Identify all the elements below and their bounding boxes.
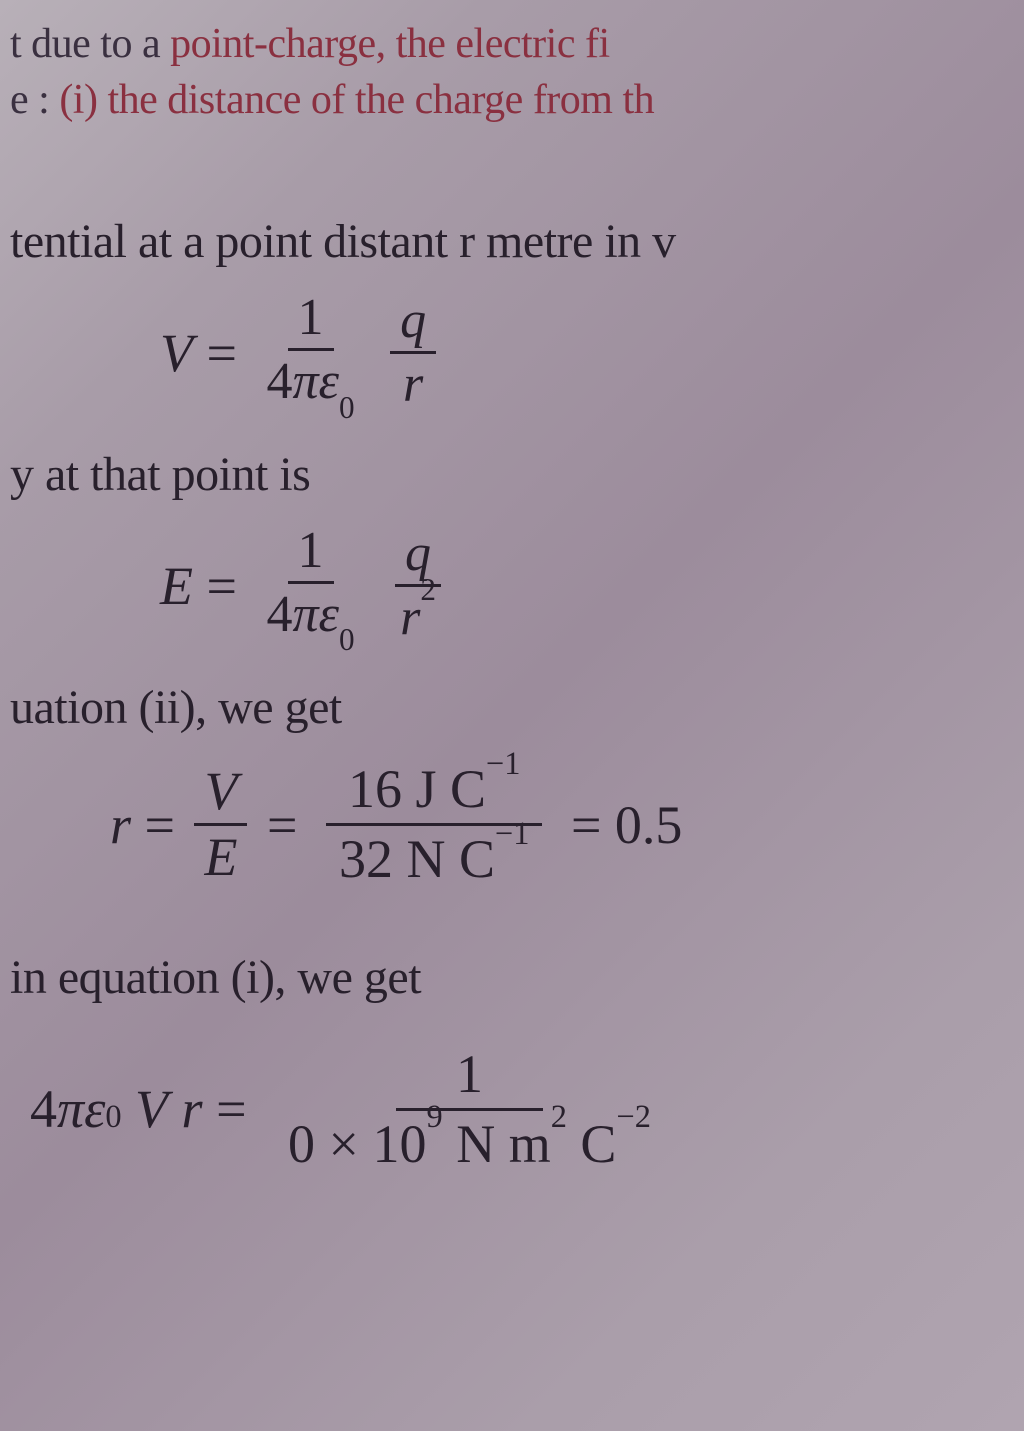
eq3-mid-num: V (194, 762, 247, 826)
spacer-inline (371, 555, 385, 617)
eq4-den-unit3: C (580, 1114, 616, 1174)
eq2-coef: 4 (266, 586, 292, 643)
section4-label: in equation (i), we get (10, 951, 421, 1004)
eq2-frac1-den: 4πε0 (256, 584, 364, 650)
page-content: t due to a point-charge, the electric fi… (0, 0, 1024, 1174)
eq4-den-exp1: 9 (427, 1099, 443, 1135)
header1-red: point-charge, the electric fi (170, 21, 610, 67)
eq4-frac: 1 0 × 109 N m2 C−2 (266, 1045, 673, 1175)
eq1-frac1-den: 4πε0 (256, 351, 364, 417)
eq2-lhs: E (160, 555, 193, 617)
section1-text: tential at a point distant r metre in v (0, 214, 1024, 269)
eq2-sub: 0 (339, 622, 355, 657)
eq1-frac1-num: 1 (288, 289, 334, 351)
header2-red: (i) the distance of the charge from th (59, 77, 654, 123)
spacer (0, 930, 1024, 950)
eq4-eps: ε (84, 1078, 105, 1140)
header1-text: t due to a (10, 21, 170, 67)
eq4-den-partial: 0 × 10 (288, 1114, 426, 1174)
equals-sign: = (557, 794, 614, 856)
equals-sign: = (193, 555, 250, 617)
eq4-pi: π (57, 1078, 84, 1140)
eq3-rhs-den-exp: −1 (495, 816, 529, 852)
eq3-rhs-num-unit2: C (450, 759, 486, 819)
spacer (0, 890, 1024, 930)
eq1-sub: 0 (339, 390, 355, 425)
eq1-eps: ε (319, 353, 340, 410)
equation-E: E = 1 4πε0 q r2 (0, 522, 1024, 650)
eq1-frac1: 1 4πε0 (256, 289, 364, 417)
eq4-den-exp3: −2 (616, 1099, 650, 1135)
eq3-rhs-num-unit1: J (415, 759, 436, 819)
equals-sign: = (193, 322, 250, 384)
equals-sign: = (131, 794, 188, 856)
spacer-inline (371, 322, 385, 384)
eq2-frac1: 1 4πε0 (256, 522, 364, 650)
eq2-frac2-den: r2 (390, 587, 446, 647)
eq4-den-unit2: m (509, 1114, 551, 1174)
eq3-rhs-num-exp: −1 (486, 746, 520, 782)
eq4-sub: 0 (105, 1099, 121, 1136)
equals-sign: = (253, 794, 310, 856)
eq1-pi: π (292, 353, 318, 410)
header2-text: e : (10, 77, 59, 123)
section2-label: y at that point is (10, 448, 310, 501)
section3-text: uation (ii), we get (0, 680, 1024, 735)
eq3-rhs-den-unit1: N (406, 829, 445, 889)
section1-label: tential at a point distant r metre in v (10, 215, 676, 268)
equation-V: V = 1 4πε0 q r (0, 289, 1024, 417)
eq3-rhs-num-val: 16 (348, 759, 402, 819)
eq4-den-exp2: 2 (551, 1099, 567, 1135)
eq2-frac1-num: 1 (288, 522, 334, 584)
eq4-den-unit1: N (456, 1114, 495, 1174)
eq1-lhs: V (160, 322, 193, 384)
eq3-frac-mid: V E (194, 762, 247, 888)
eq3-rhs-den: 32 N C−1 (317, 826, 552, 889)
eq3-mid-den: E (194, 826, 247, 887)
header-line-1: t due to a point-charge, the electric fi (0, 20, 1024, 68)
eq4-num: 1 (396, 1045, 543, 1111)
equation-final: 4πε0 V r = 1 0 × 109 N m2 C−2 (0, 1045, 1024, 1175)
header-line-2: e : (i) the distance of the charge from … (0, 76, 1024, 124)
eq1-frac2: q r (390, 292, 436, 413)
section3-label: uation (ii), we get (10, 681, 342, 734)
eq4-den: 0 × 109 N m2 C−2 (266, 1111, 673, 1174)
eq3-rhs-den-unit2: C (459, 829, 495, 889)
eq3-lhs: r (110, 794, 131, 856)
eq3-result: 0.5 (615, 794, 683, 856)
spacer (0, 124, 1024, 214)
eq1-frac2-num: q (390, 292, 436, 354)
eq1-coef: 4 (266, 353, 292, 410)
eq2-frac2: q r2 (390, 525, 446, 647)
eq1-frac2-den: r (393, 354, 433, 413)
eq3-frac-rhs: 16 J C−1 32 N C−1 (317, 760, 552, 890)
section4-text: in equation (i), we get (0, 950, 1024, 1005)
equals-sign: = (203, 1078, 260, 1140)
eq4-V: V (135, 1078, 168, 1140)
section2-text: y at that point is (0, 447, 1024, 502)
eq2-pi: π (292, 586, 318, 643)
eq4-r: r (182, 1078, 203, 1140)
eq4-coef: 4 (30, 1078, 57, 1140)
equation-r: r = V E = 16 J C−1 32 N C−1 = 0.5 (0, 760, 1024, 890)
eq2-eps: ε (319, 586, 340, 643)
eq3-rhs-den-val: 32 (339, 829, 393, 889)
eq2-r: r (400, 590, 420, 647)
eq2-exp: 2 (420, 572, 436, 607)
